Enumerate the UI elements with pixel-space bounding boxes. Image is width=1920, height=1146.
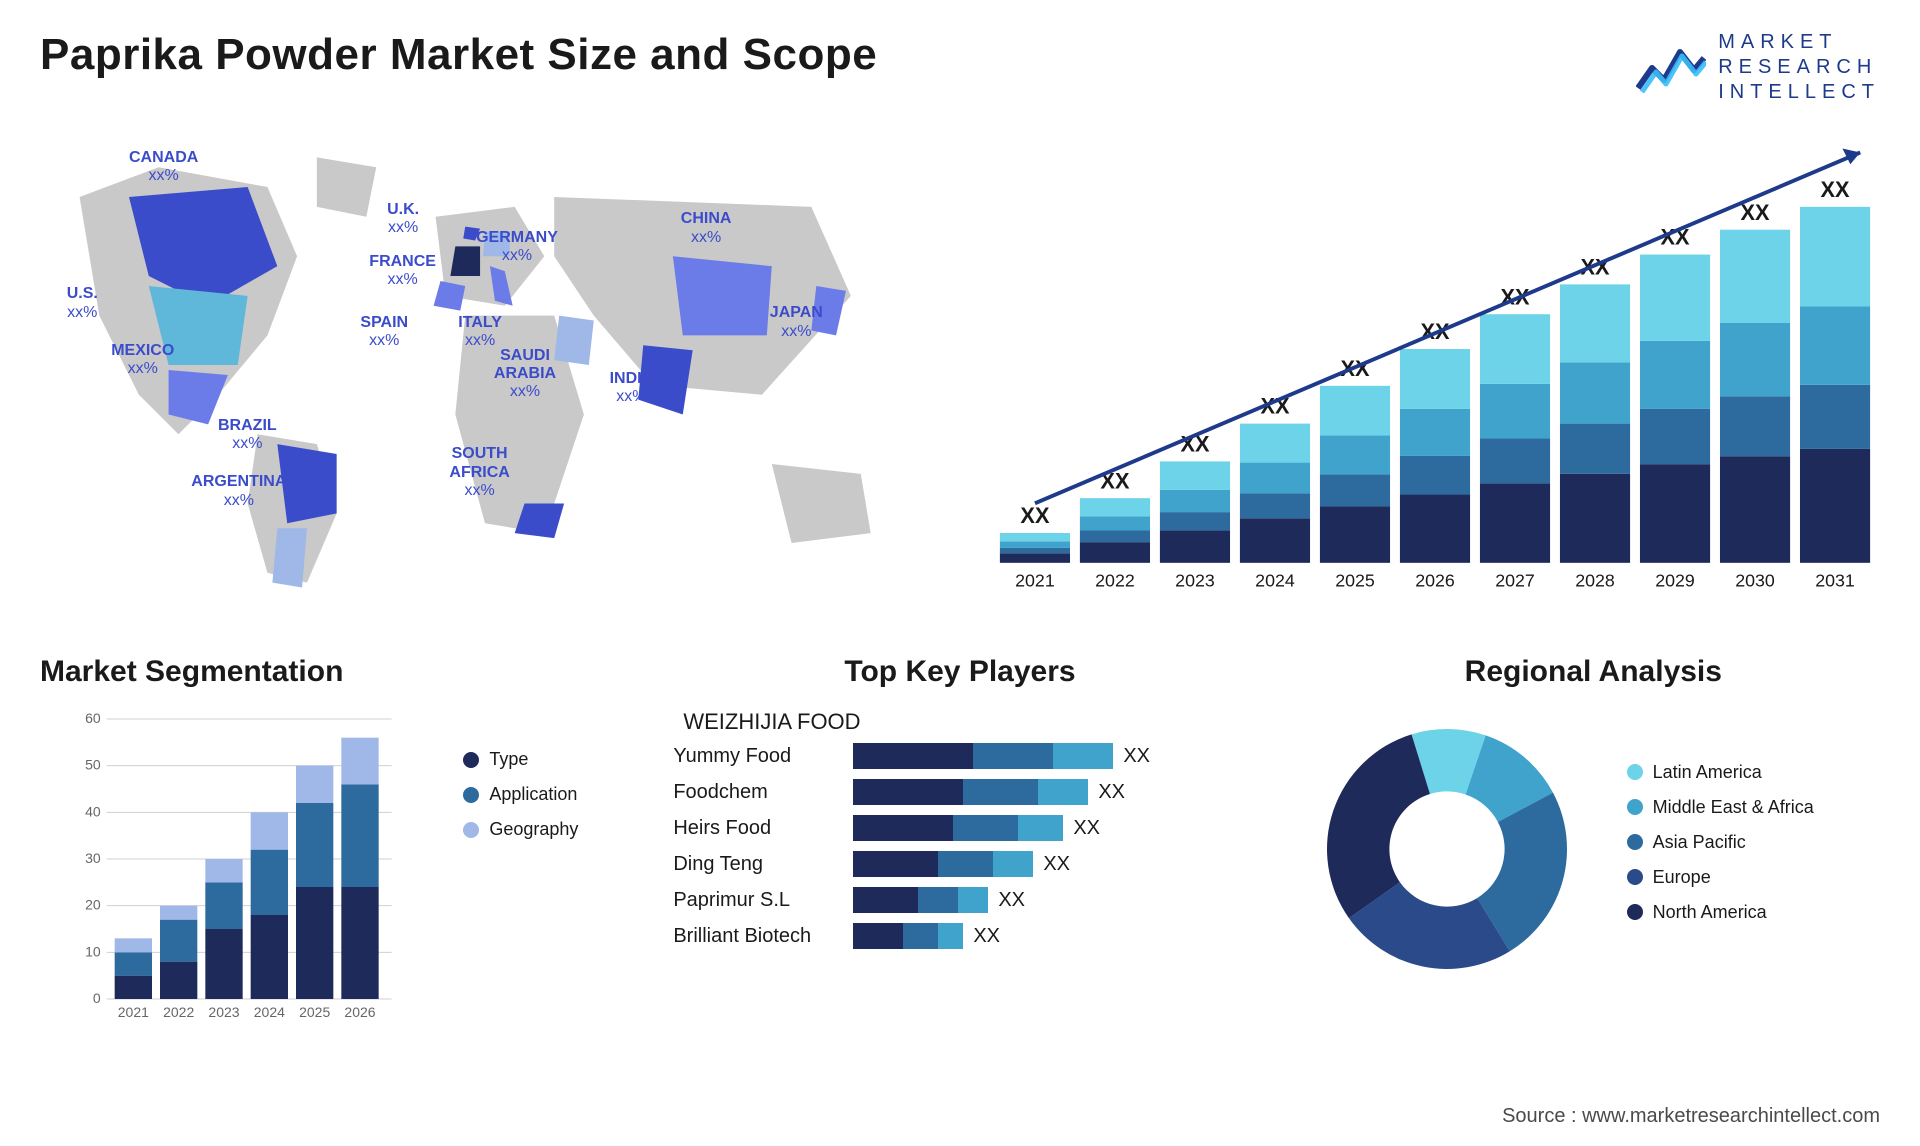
player-bar — [853, 779, 1088, 805]
svg-text:2025: 2025 — [299, 1004, 330, 1020]
svg-text:2021: 2021 — [118, 1004, 149, 1020]
legend-item: Europe — [1627, 867, 1814, 888]
player-value: XX — [1073, 817, 1100, 840]
country-label: INDIAxx% — [610, 370, 654, 407]
legend-item: Geography — [463, 819, 613, 840]
segmentation-chart: 0 10 20 30 40 50 60 2021 2022 2023 2024 2025 2026 — [40, 709, 433, 1029]
player-name: Foodchem — [673, 781, 853, 804]
legend-item: Middle East & Africa — [1627, 797, 1814, 818]
svg-text:2030: 2030 — [1735, 571, 1775, 591]
svg-text:50: 50 — [85, 757, 101, 773]
svg-text:2027: 2027 — [1495, 571, 1535, 591]
svg-text:2024: 2024 — [254, 1004, 285, 1020]
player-value: XX — [998, 889, 1025, 912]
segmentation-section: Market Segmentation 0 10 20 30 40 50 60 2021 202… — [40, 655, 613, 1029]
player-row: Foodchem XX — [673, 779, 1246, 805]
player-name: Ding Teng — [673, 853, 853, 876]
svg-text:10: 10 — [85, 943, 101, 959]
svg-text:0: 0 — [93, 990, 101, 1006]
country-label: CHINAxx% — [681, 210, 732, 247]
legend-item: North America — [1627, 902, 1814, 923]
svg-text:2023: 2023 — [1175, 571, 1215, 591]
svg-text:2025: 2025 — [1335, 571, 1375, 591]
logo-line2: RESEARCH — [1718, 55, 1880, 80]
segmentation-legend: Type Application Geography — [463, 709, 613, 1029]
players-chart: Yummy FoodXXFoodchemXXHeirs FoodXXDing T… — [673, 743, 1246, 949]
svg-text:60: 60 — [85, 710, 101, 726]
regional-section: Regional Analysis Latin America Middle Ea… — [1307, 655, 1880, 1029]
player-name: Heirs Food — [673, 817, 853, 840]
country-label: MEXICOxx% — [111, 342, 174, 379]
segmentation-title: Market Segmentation — [40, 655, 613, 689]
svg-text:2028: 2028 — [1575, 571, 1615, 591]
legend-item: Latin America — [1627, 762, 1814, 783]
regional-legend: Latin America Middle East & Africa Asia Pa… — [1627, 762, 1814, 937]
svg-text:XX: XX — [1020, 503, 1050, 528]
player-bar — [853, 887, 988, 913]
country-label: FRANCExx% — [369, 253, 436, 290]
player-row: Paprimur S.L XX — [673, 887, 1246, 913]
country-label: U.K.xx% — [387, 201, 419, 238]
player-row: Yummy Food XX — [673, 743, 1246, 769]
player-bar — [853, 923, 963, 949]
svg-text:40: 40 — [85, 803, 101, 819]
country-label: SPAINxx% — [360, 314, 408, 351]
svg-text:2024: 2024 — [1255, 571, 1295, 591]
regional-donut-chart — [1307, 709, 1587, 989]
country-label: U.S.xx% — [67, 285, 98, 322]
logo-line3: INTELLECT — [1718, 80, 1880, 105]
players-header: WEIZHIJIA FOOD — [683, 709, 1246, 735]
world-map-panel: CANADAxx% U.S.xx% MEXICOxx% BRAZILxx% ARGENT… — [40, 135, 930, 605]
svg-text:2031: 2031 — [1815, 571, 1855, 591]
player-value: XX — [1043, 853, 1070, 876]
country-label: BRAZILxx% — [218, 417, 277, 454]
growth-chart: XX2021XX2022XX2023XX2024XX2025XX2026XX20… — [990, 135, 1880, 605]
player-row: Ding Teng XX — [673, 851, 1246, 877]
logo-mark-icon — [1636, 40, 1706, 96]
svg-text:2026: 2026 — [1415, 571, 1455, 591]
country-label: ARGENTINAxx% — [191, 473, 286, 510]
country-label: GERMANYxx% — [476, 229, 558, 266]
player-bar — [853, 851, 1033, 877]
legend-item: Asia Pacific — [1627, 832, 1814, 853]
player-value: XX — [1123, 745, 1150, 768]
svg-text:2022: 2022 — [163, 1004, 194, 1020]
logo-line1: MARKET — [1718, 30, 1880, 55]
country-label: SOUTHAFRICAxx% — [449, 445, 509, 500]
player-value: XX — [1098, 781, 1125, 804]
page-title: Paprika Powder Market Size and Scope — [40, 30, 877, 80]
player-name: Paprimur S.L — [673, 889, 853, 912]
svg-text:2021: 2021 — [1015, 571, 1055, 591]
svg-text:20: 20 — [85, 897, 101, 913]
player-bar — [853, 743, 1113, 769]
svg-text:XX: XX — [1821, 177, 1851, 202]
country-label: ITALYxx% — [458, 314, 502, 351]
country-label: SAUDIARABIAxx% — [494, 347, 556, 402]
player-row: Heirs Food XX — [673, 815, 1246, 841]
legend-item: Type — [463, 749, 613, 770]
player-row: Brilliant Biotech XX — [673, 923, 1246, 949]
brand-logo: MARKET RESEARCH INTELLECT — [1636, 30, 1880, 105]
player-value: XX — [973, 925, 1000, 948]
player-bar — [853, 815, 1063, 841]
country-label: CANADAxx% — [129, 149, 198, 186]
player-name: Brilliant Biotech — [673, 925, 853, 948]
svg-text:30: 30 — [85, 850, 101, 866]
legend-item: Application — [463, 784, 613, 805]
svg-text:2023: 2023 — [208, 1004, 239, 1020]
svg-text:2022: 2022 — [1095, 571, 1135, 591]
player-name: Yummy Food — [673, 745, 853, 768]
svg-text:2029: 2029 — [1655, 571, 1695, 591]
svg-text:2026: 2026 — [344, 1004, 375, 1020]
players-title: Top Key Players — [673, 655, 1246, 689]
regional-title: Regional Analysis — [1307, 655, 1880, 689]
country-label: JAPANxx% — [770, 304, 823, 341]
source-footer: Source : www.marketresearchintellect.com — [1502, 1105, 1880, 1128]
players-section: Top Key Players WEIZHIJIA FOOD Yummy Foo… — [673, 655, 1246, 1029]
